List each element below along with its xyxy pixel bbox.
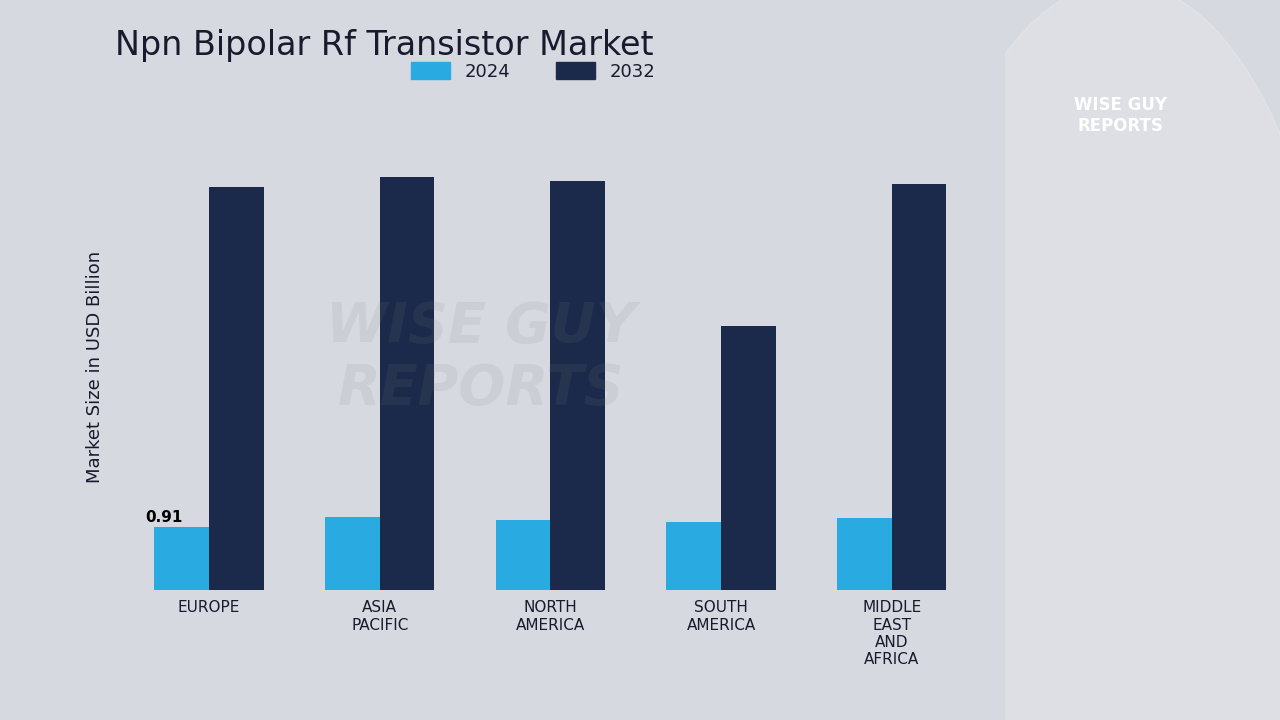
Bar [892,184,946,590]
Y-axis label: Market Size in USD Billion: Market Size in USD Billion [86,251,104,483]
Bar [325,518,380,590]
Ellipse shape [900,0,1280,720]
Bar [721,326,776,590]
Bar [667,522,721,590]
Text: WISE GUY
REPORTS: WISE GUY REPORTS [326,300,636,416]
Text: WISE GUY
REPORTS: WISE GUY REPORTS [1074,96,1167,135]
Legend: 2024, 2032: 2024, 2032 [403,55,663,88]
Bar [550,181,605,590]
Text: 0.91: 0.91 [146,510,183,525]
Bar [380,177,434,590]
Bar [155,527,209,590]
Text: Npn Bipolar Rf Transistor Market: Npn Bipolar Rf Transistor Market [115,29,654,62]
Bar [209,187,264,590]
Bar [837,518,892,590]
Bar [495,520,550,590]
